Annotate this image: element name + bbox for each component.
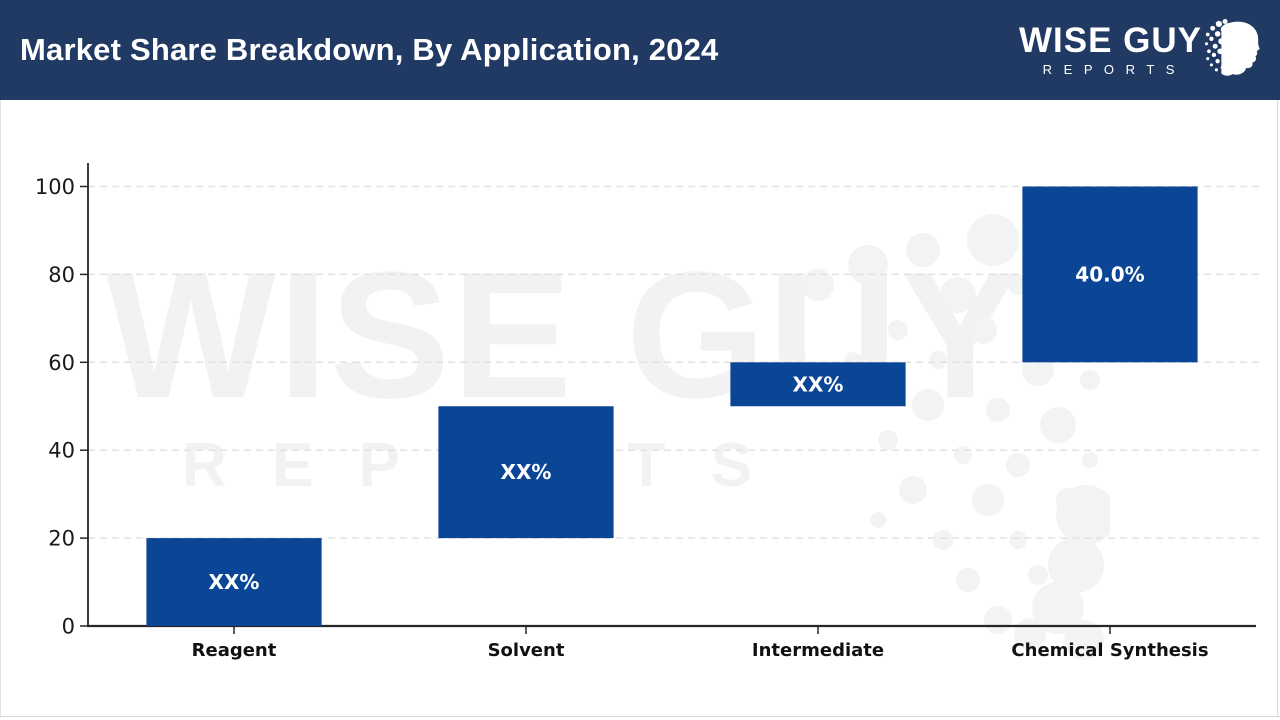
waterfall-chart: WISE GUY R E P O R T S 020406080100XX%Re… <box>0 100 1280 720</box>
x-tick-label: Chemical Synthesis <box>1011 640 1208 661</box>
page-border-left <box>0 100 1 716</box>
wiseguy-face-icon <box>1204 19 1260 76</box>
bar-reagent <box>146 538 322 626</box>
bar-solvent <box>438 406 614 539</box>
y-tick-label: 60 <box>48 351 75 375</box>
bar-value-label: 40.0% <box>1075 262 1144 286</box>
y-tick-label: 80 <box>48 263 75 287</box>
bar-chemical-synthesis <box>1022 186 1198 363</box>
brand-name: WISE GUY <box>1018 21 1202 60</box>
header-bar: Market Share Breakdown, By Application, … <box>0 0 1280 100</box>
brand-logo: WISE GUY R E P O R T S <box>1019 6 1266 94</box>
x-tick-label: Solvent <box>488 640 565 661</box>
brand-logo-text: WISE GUY R E P O R T S <box>1019 23 1202 77</box>
plot-area: 0 20 40 60 80 100 XX% Reagent XX% Solvent XX% Inter… <box>35 163 1264 661</box>
brand-subname: R E P O R T S <box>1042 62 1179 77</box>
page-border-bottom <box>0 716 1280 717</box>
x-tick-label: Reagent <box>192 640 277 661</box>
bar-value-label: XX% <box>501 460 552 484</box>
bar-value-label: XX% <box>793 372 844 396</box>
bar-intermediate <box>730 362 906 407</box>
y-tick-label: 0 <box>62 615 75 639</box>
y-tick-label: 20 <box>48 527 75 551</box>
y-tick-label: 100 <box>35 175 75 199</box>
chart-title: Market Share Breakdown, By Application, … <box>20 32 719 67</box>
page-border-right <box>1277 100 1278 716</box>
x-tick-label: Intermediate <box>752 640 884 661</box>
bar-value-label: XX% <box>209 570 260 594</box>
y-tick-label: 40 <box>48 439 75 463</box>
